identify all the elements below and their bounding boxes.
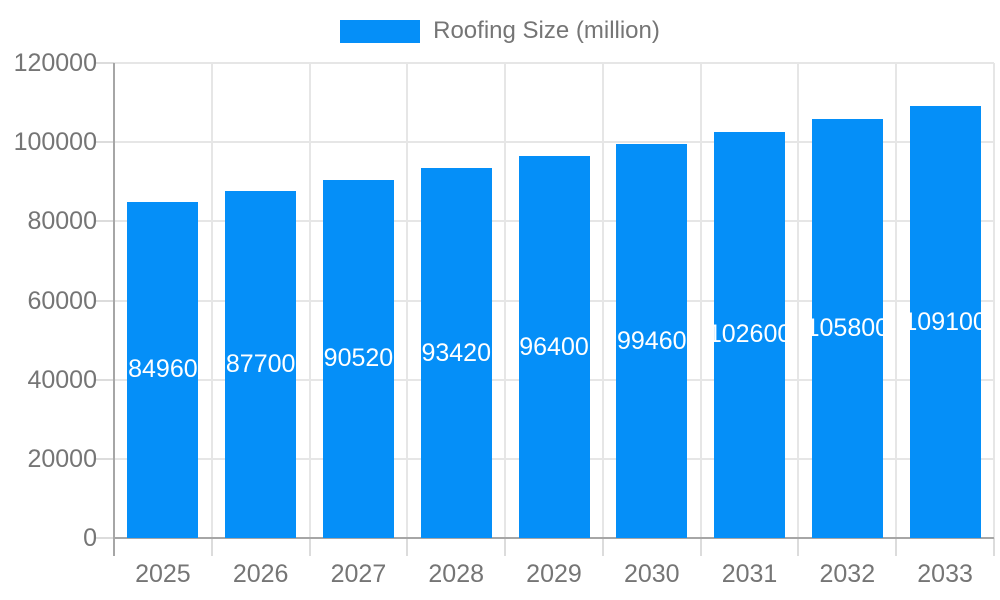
y-axis-label: 100000 [13, 128, 97, 157]
legend: Roofing Size (million) [0, 17, 1000, 45]
y-tick [96, 141, 114, 144]
y-tick [96, 299, 114, 302]
bar-value-label: 102600 [714, 320, 786, 349]
legend-swatch [340, 19, 421, 43]
bar-value-label: 99460 [617, 326, 687, 355]
bar-value-label: 84960 [128, 355, 198, 384]
y-axis-label: 20000 [27, 444, 97, 473]
x-gridline [504, 63, 507, 538]
y-axis-label: 120000 [13, 49, 97, 77]
x-axis-label: 2028 [428, 560, 485, 588]
legend-label: Roofing Size (million) [433, 17, 660, 44]
y-tick [96, 378, 114, 381]
x-tick [308, 538, 311, 556]
x-axis-label: 2029 [526, 560, 582, 588]
x-gridline [895, 63, 898, 538]
y-axis-label: 60000 [27, 286, 97, 315]
x-axis-label: 2031 [721, 560, 778, 588]
x-gridline [601, 63, 604, 538]
x-gridline [210, 63, 213, 538]
bar-2026[interactable]: 87700 [225, 190, 297, 538]
bar-value-label: 105800 [811, 314, 883, 343]
y-axis-label: 40000 [27, 365, 97, 394]
y-tick [96, 62, 114, 64]
bar-value-label: 96400 [519, 332, 589, 361]
bar-2027[interactable]: 90520 [322, 179, 394, 538]
bar-2031[interactable]: 102600 [714, 131, 786, 538]
bar-value-label: 87700 [225, 349, 296, 378]
x-tick [406, 538, 409, 556]
x-gridline [699, 63, 702, 538]
bar-2030[interactable]: 99460 [616, 144, 688, 538]
bar-value-label: 90520 [323, 344, 394, 373]
bar-2028[interactable]: 93420 [420, 168, 492, 538]
x-gridline [308, 63, 311, 538]
bar-2025[interactable]: 84960 [127, 201, 199, 538]
bar-value-label: 109100 [909, 307, 981, 336]
bar-2032[interactable]: 105800 [811, 119, 883, 538]
x-gridline [406, 63, 409, 538]
y-tick [96, 537, 114, 539]
x-tick [699, 538, 702, 556]
x-tick [895, 538, 898, 556]
y-axis-line [113, 63, 115, 556]
x-axis-label: 2026 [232, 560, 289, 588]
bar-2033[interactable]: 109100 [909, 106, 981, 538]
y-gridline [114, 141, 994, 144]
x-axis-label: 2025 [135, 560, 191, 588]
y-axis-label: 0 [83, 524, 97, 552]
x-axis-label: 2032 [819, 560, 876, 588]
y-axis-label: 80000 [27, 207, 97, 236]
x-gridline [797, 63, 800, 538]
x-tick [601, 538, 604, 556]
x-tick [210, 538, 213, 556]
x-axis-label: 2033 [917, 560, 973, 588]
y-tick [96, 220, 114, 223]
y-gridline [114, 62, 994, 64]
x-tick [797, 538, 800, 556]
x-axis-line [114, 537, 994, 539]
y-tick [96, 457, 114, 460]
x-tick [504, 538, 507, 556]
x-axis-label: 2027 [330, 560, 387, 588]
bar-2029[interactable]: 96400 [518, 156, 590, 538]
x-axis-label: 2030 [623, 560, 680, 588]
x-tick [993, 538, 995, 556]
bar-value-label: 93420 [421, 338, 491, 367]
x-gridline [993, 63, 995, 538]
